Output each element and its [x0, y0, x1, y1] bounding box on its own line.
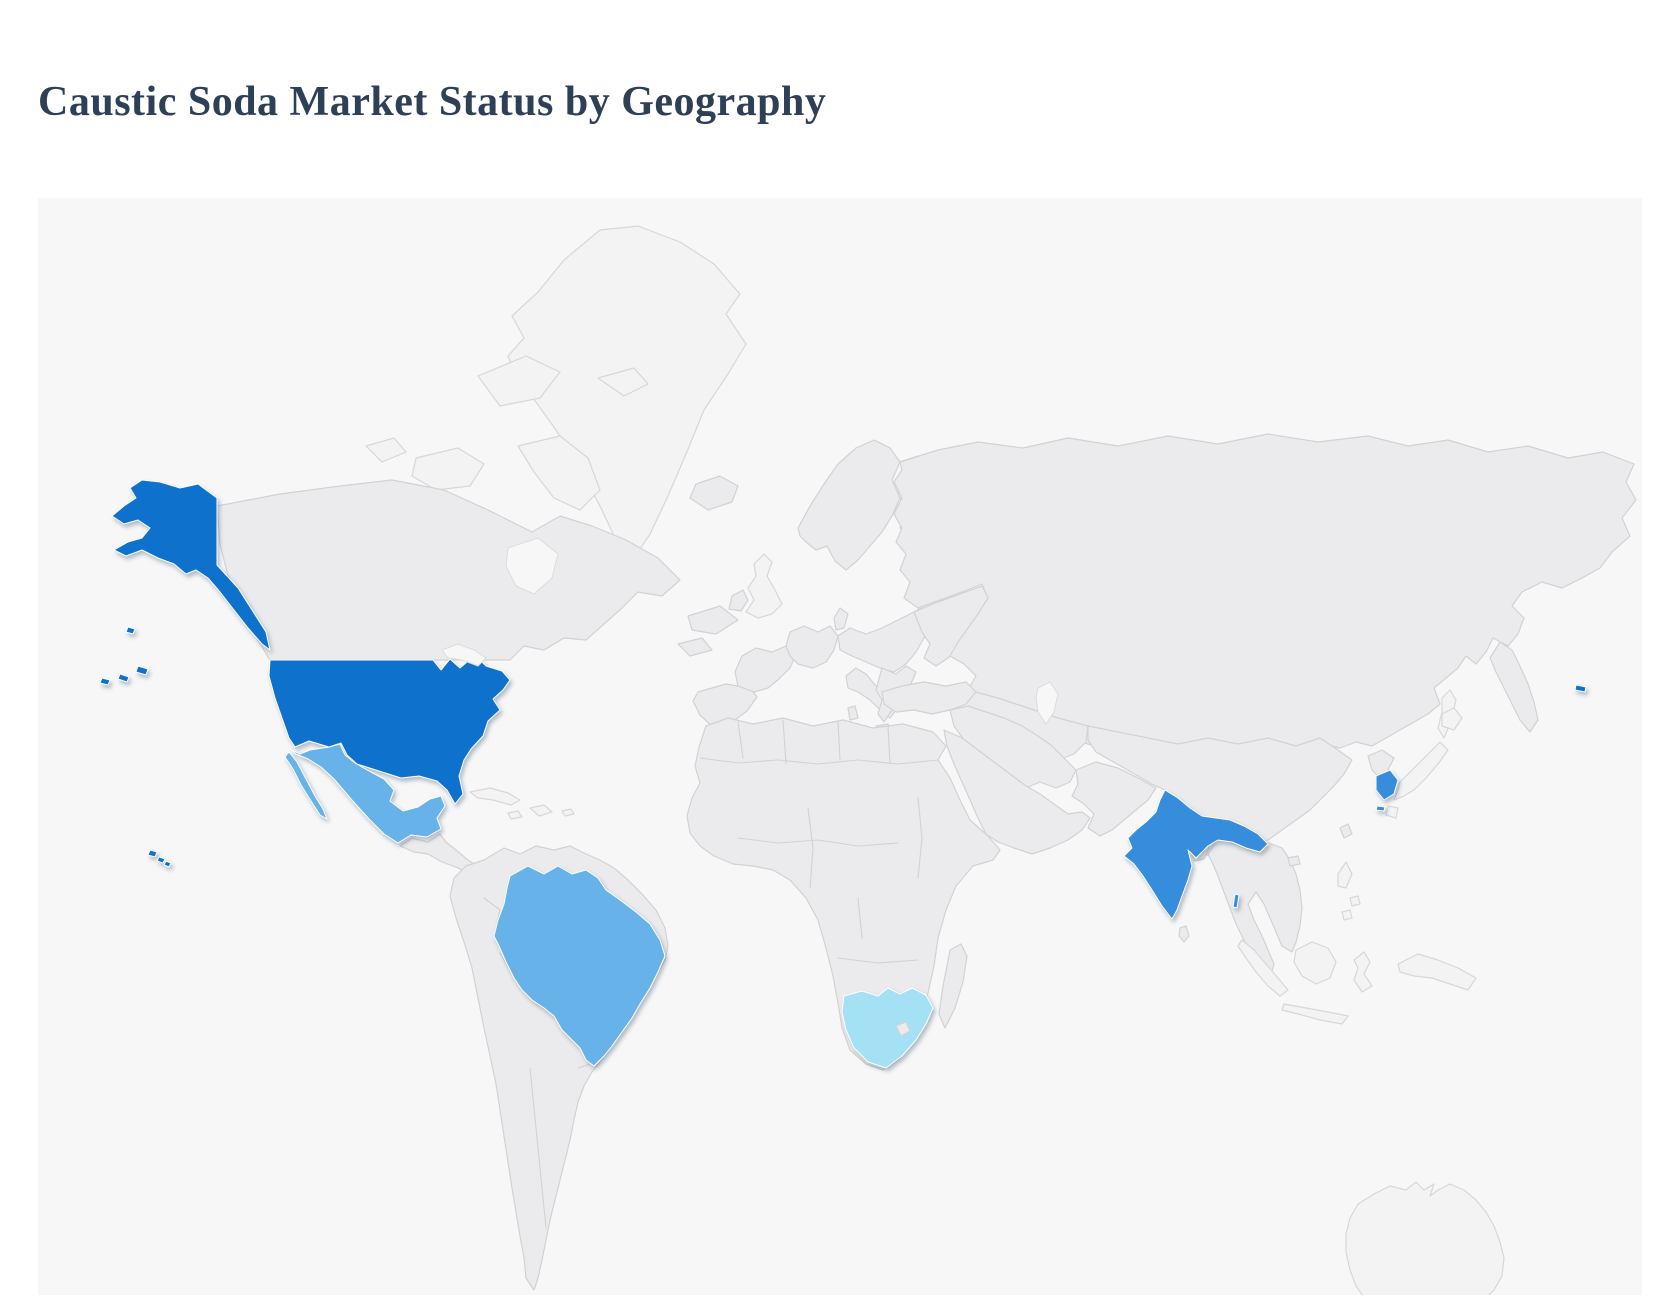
baja-california[interactable]: [284, 751, 328, 820]
caspian-sea: [1035, 681, 1059, 725]
hudson-bay: [505, 537, 559, 595]
country-brazil[interactable]: [493, 865, 666, 1067]
island-jamaica: [507, 810, 523, 820]
andaman-islands[interactable]: [1232, 893, 1240, 909]
island-victoria: [411, 447, 485, 491]
island-hokkaido: [1441, 707, 1463, 731]
region-scandinavia: [797, 439, 901, 571]
country-australia: [1345, 1181, 1505, 1295]
island-arctic-small-2: [597, 367, 649, 397]
great-lakes: [441, 643, 487, 667]
country-russia: [893, 433, 1637, 753]
region-arabia: [943, 729, 1091, 855]
island-sulawesi: [1353, 951, 1373, 993]
island-new-guinea: [1397, 953, 1477, 991]
island-honshu: [1393, 741, 1449, 801]
country-alaska-usa[interactable]: [111, 479, 271, 651]
world-map-container: [38, 198, 1642, 1295]
island-arctic-small-1: [365, 437, 407, 463]
region-afghanistan-pakistan: [1071, 761, 1157, 837]
landmass-oceania: [1237, 861, 1505, 1295]
island-baffin: [517, 435, 601, 511]
country-mexico[interactable]: [289, 743, 446, 844]
country-india[interactable]: [1123, 789, 1269, 920]
country-ireland: [728, 589, 749, 612]
country-madagascar: [938, 943, 968, 1029]
jeju-island[interactable]: [1375, 805, 1386, 812]
region-kamchatka: [1489, 641, 1539, 733]
island-nova-scotia: [677, 637, 713, 657]
highlighted-countries: [99, 479, 1587, 1069]
country-sri-lanka: [1178, 925, 1190, 943]
africa-borders-central: [737, 797, 923, 964]
world-map: [99, 225, 1637, 1295]
country-south-korea[interactable]: [1375, 769, 1399, 801]
region-north-korea: [1367, 749, 1395, 779]
landmass-africa: [686, 717, 1001, 1071]
island-puerto-rico: [561, 808, 575, 817]
island-ellesmere: [477, 355, 561, 407]
country-iceland: [689, 475, 739, 511]
landmass-asia: [881, 433, 1637, 979]
country-france: [734, 645, 796, 693]
country-united-kingdom: [745, 553, 783, 619]
island-hainan: [1287, 855, 1301, 867]
country-lesotho: [895, 1021, 911, 1037]
island-taiwan: [1339, 823, 1353, 839]
aleutian-islands-east[interactable]: [1574, 684, 1587, 693]
africa-borders-sahara: [699, 719, 939, 765]
region-central-europe: [785, 625, 839, 669]
island-sardinia: [847, 705, 859, 721]
aleutian-islands[interactable]: [99, 626, 149, 686]
island-philippines: [1337, 861, 1361, 921]
country-canada: [216, 479, 681, 661]
island-sumatra: [1237, 939, 1289, 997]
island-java: [1281, 1003, 1349, 1025]
island-newfoundland: [687, 605, 739, 635]
island-hispaniola: [529, 804, 553, 817]
border-andes: [529, 1067, 547, 1229]
island-kyushu: [1385, 805, 1399, 819]
country-turkey: [881, 681, 977, 715]
island-borneo: [1293, 941, 1337, 985]
country-south-africa[interactable]: [841, 987, 934, 1069]
hawaii-islands[interactable]: [147, 849, 172, 868]
page-title: Caustic Soda Market Status by Geography: [38, 79, 827, 125]
landmass-north-america: [216, 225, 747, 661]
country-cuba: [469, 787, 521, 806]
country-denmark: [833, 607, 849, 631]
